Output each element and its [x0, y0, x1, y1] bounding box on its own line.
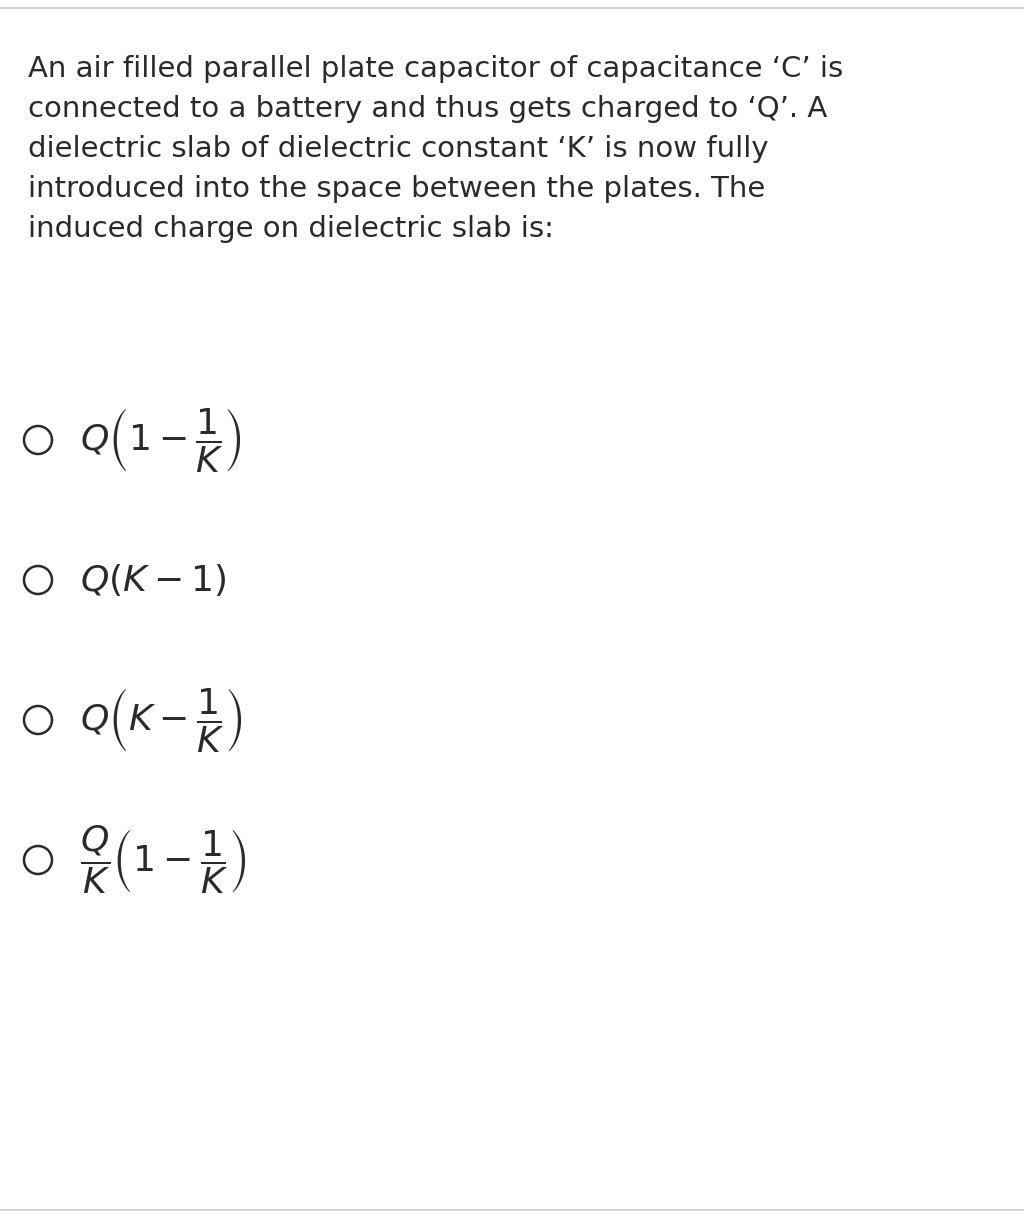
Text: $Q(K-1)$: $Q(K-1)$ — [80, 561, 226, 598]
Text: introduced into the space between the plates. The: introduced into the space between the pl… — [28, 175, 765, 203]
Text: $Q\left(K-\dfrac{1}{K}\right)$: $Q\left(K-\dfrac{1}{K}\right)$ — [80, 686, 243, 754]
Text: $Q\left(1-\dfrac{1}{K}\right)$: $Q\left(1-\dfrac{1}{K}\right)$ — [80, 406, 242, 474]
Text: dielectric slab of dielectric constant ‘K’ is now fully: dielectric slab of dielectric constant ‘… — [28, 135, 769, 163]
Text: $\dfrac{Q}{K}\left(1-\dfrac{1}{K}\right)$: $\dfrac{Q}{K}\left(1-\dfrac{1}{K}\right)… — [80, 823, 247, 896]
Text: An air filled parallel plate capacitor of capacitance ‘C’ is: An air filled parallel plate capacitor o… — [28, 55, 843, 83]
Text: induced charge on dielectric slab is:: induced charge on dielectric slab is: — [28, 216, 554, 244]
Text: connected to a battery and thus gets charged to ‘Q’. A: connected to a battery and thus gets cha… — [28, 95, 827, 123]
